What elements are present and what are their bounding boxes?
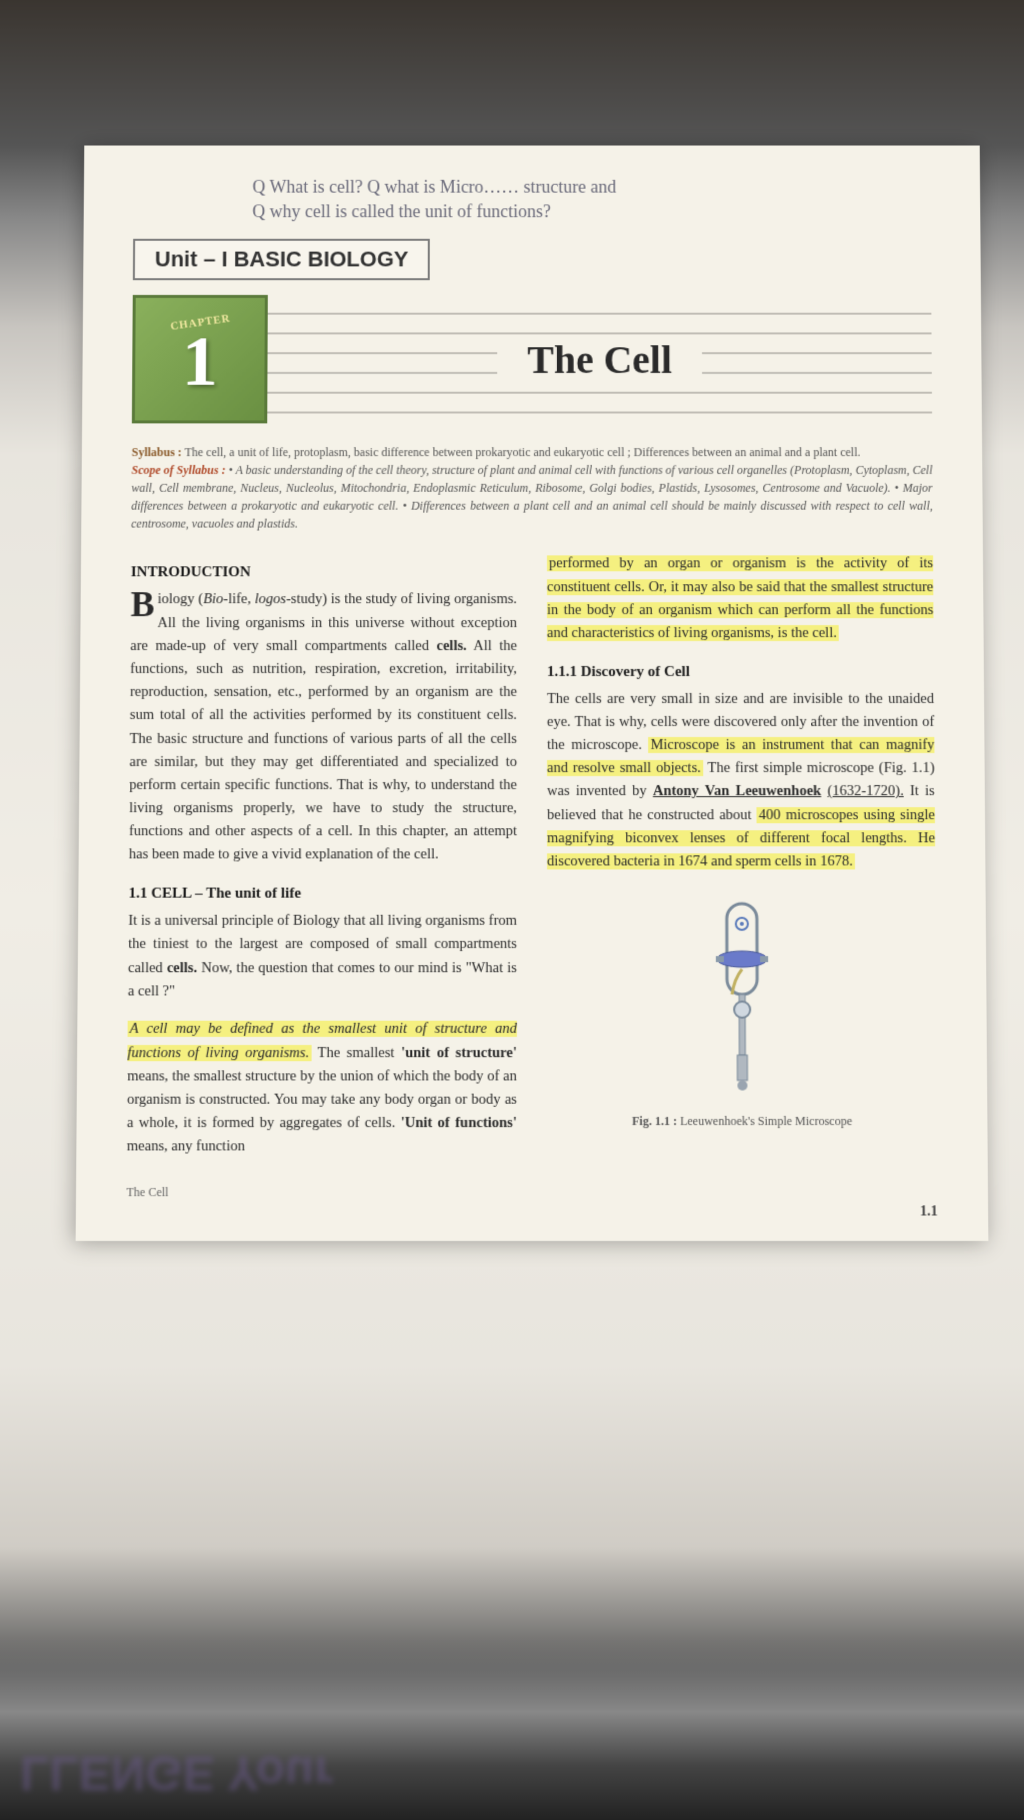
chapter-banner: CHAPTER 1 The Cell [132, 295, 932, 423]
foreground-blur: LLENGE Your [0, 1640, 1024, 1820]
figure-1-1: Fig. 1.1 : Leeuwenhoek's Simple Microsco… [547, 894, 937, 1132]
photo-background: Q What is cell? Q what is Micro…… struct… [0, 0, 1024, 1820]
syllabus-label: Syllabus : [132, 446, 182, 460]
chapter-badge: CHAPTER 1 [132, 295, 268, 423]
body-text: INTRODUCTION Biology (Bio-life, logos-st… [127, 553, 938, 1159]
col2-p1: performed by an organ or organism is the… [547, 553, 934, 645]
discovery-paragraph: The cells are very small in size and are… [547, 688, 935, 874]
scope-text: • A basic understanding of the cell theo… [131, 463, 933, 531]
syllabus-text: The cell, a unit of life, protoplasm, ba… [182, 446, 861, 460]
syllabus-block: Syllabus : The cell, a unit of life, pro… [131, 444, 933, 533]
unit-header: Unit – I BASIC BIOLOGY [133, 239, 430, 280]
handwritten-notes: Q What is cell? Q what is Micro…… struct… [133, 175, 930, 224]
section-1-1-p2: A cell may be defined as the smallest un… [127, 1018, 517, 1159]
page-number: 1.1 [920, 1204, 938, 1220]
intro-paragraph: Biology (Bio-life, logos-study) is the s… [129, 589, 517, 867]
handwriting-line-1: Q What is cell? Q what is Micro…… struct… [252, 175, 930, 200]
figure-caption: Fig. 1.1 : Leeuwenhoek's Simple Microsco… [547, 1112, 937, 1131]
function-highlight: performed by an organ or organism is the… [547, 556, 934, 641]
footer-chapter-name: The Cell [126, 1184, 937, 1199]
textbook-page: Q What is cell? Q what is Micro…… struct… [76, 146, 989, 1241]
chapter-number: 1 [182, 320, 218, 402]
chapter-title: The Cell [497, 336, 701, 382]
section-1-1-1-heading: 1.1.1 Discovery of Cell [547, 660, 934, 684]
microscope-icon [671, 894, 812, 1096]
blurred-text: LLENGE Your [20, 1745, 333, 1800]
introduction-heading: INTRODUCTION [131, 561, 517, 585]
section-1-1-p1: It is a universal principle of Biology t… [128, 910, 517, 1004]
leeuwenhoek-name: Antony Van Leeuwenhoek [653, 783, 821, 799]
section-1-1-heading: 1.1 CELL – The unit of life [128, 882, 516, 906]
chapter-title-area: The Cell [267, 295, 932, 423]
dropcap: B [130, 589, 154, 621]
handwriting-line-2: Q why cell is called the unit of functio… [252, 200, 930, 225]
scope-label: Scope of Syllabus : [131, 463, 225, 477]
